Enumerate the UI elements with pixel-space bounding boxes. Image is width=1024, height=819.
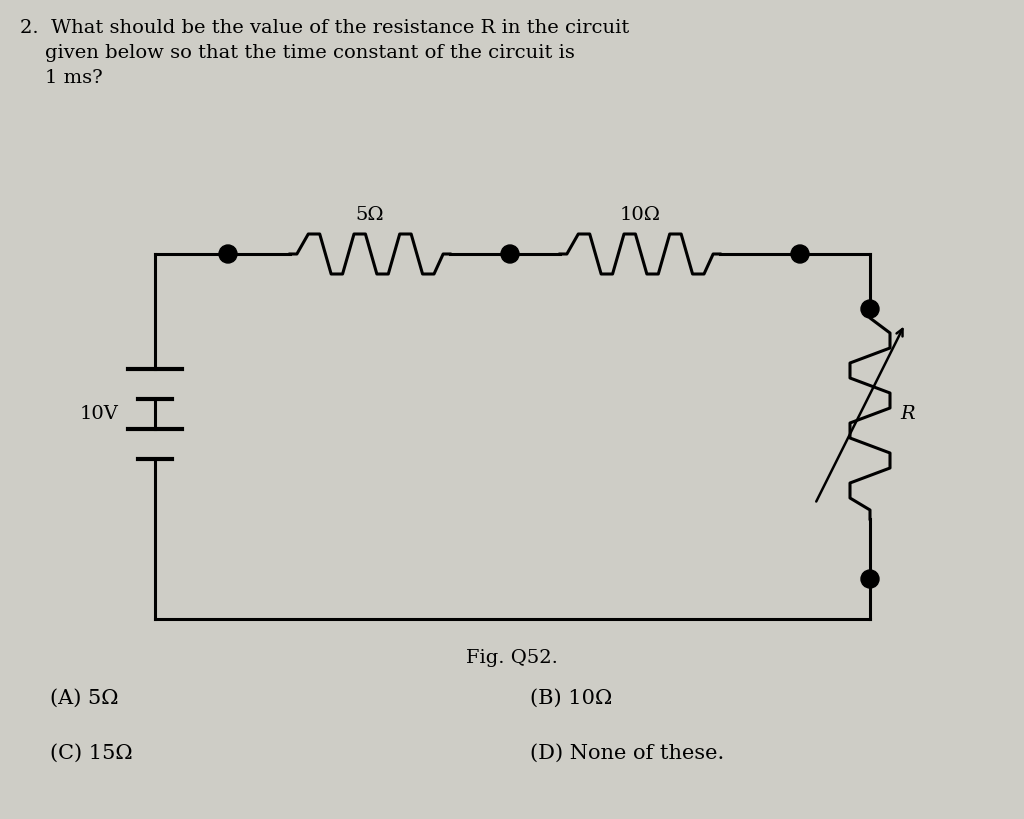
Text: 1 ms?: 1 ms? (20, 69, 102, 87)
Text: 10Ω: 10Ω (620, 206, 660, 224)
Text: 5Ω: 5Ω (355, 206, 384, 224)
Text: (A) 5Ω: (A) 5Ω (50, 689, 119, 708)
Circle shape (861, 300, 879, 318)
Circle shape (501, 245, 519, 263)
Circle shape (219, 245, 237, 263)
Text: (B) 10Ω: (B) 10Ω (530, 689, 612, 708)
Text: R: R (900, 405, 914, 423)
Text: given below so that the time constant of the circuit is: given below so that the time constant of… (20, 44, 574, 62)
Circle shape (791, 245, 809, 263)
Text: 10V: 10V (79, 405, 118, 423)
Text: 2.  What should be the value of the resistance R in the circuit: 2. What should be the value of the resis… (20, 19, 630, 37)
Circle shape (861, 570, 879, 588)
Text: Fig. Q52.: Fig. Q52. (466, 649, 558, 667)
Text: (C) 15Ω: (C) 15Ω (50, 744, 133, 763)
Text: (D) None of these.: (D) None of these. (530, 744, 724, 763)
